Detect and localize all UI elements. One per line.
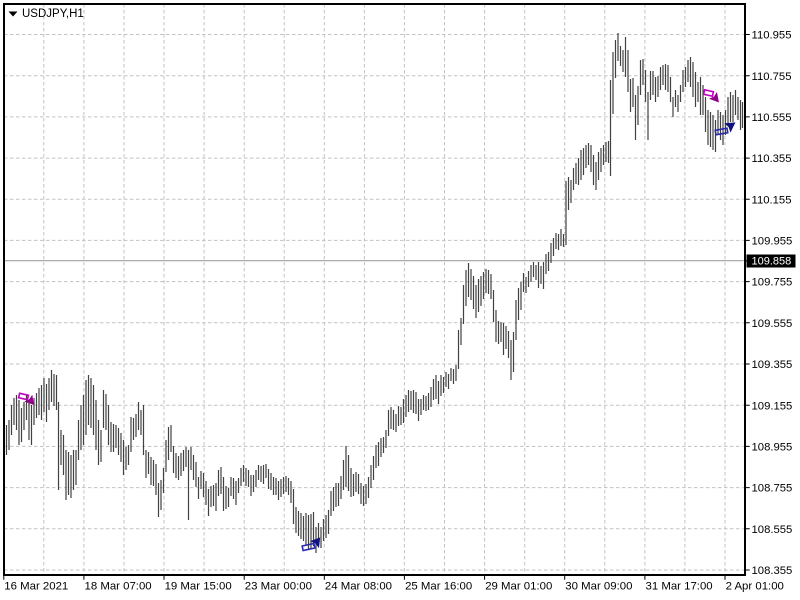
svg-text:25 Mar 16:00: 25 Mar 16:00 (405, 581, 472, 593)
svg-text:108.755: 108.755 (752, 483, 793, 495)
svg-text:19 Mar 15:00: 19 Mar 15:00 (165, 581, 232, 593)
svg-text:109.355: 109.355 (752, 359, 793, 371)
svg-text:109.155: 109.155 (752, 400, 793, 412)
svg-text:16 Mar 2021: 16 Mar 2021 (4, 581, 68, 593)
svg-text:108.555: 108.555 (752, 524, 793, 536)
svg-text:110.155: 110.155 (752, 194, 792, 206)
svg-text:USDJPY,H1: USDJPY,H1 (22, 8, 84, 20)
svg-text:109.955: 109.955 (752, 236, 793, 248)
svg-text:110.355: 110.355 (752, 153, 792, 165)
svg-text:29 Mar 01:00: 29 Mar 01:00 (485, 581, 552, 593)
svg-text:108.355: 108.355 (752, 565, 793, 577)
svg-text:31 Mar 17:00: 31 Mar 17:00 (646, 581, 713, 593)
svg-text:110.755: 110.755 (752, 71, 792, 83)
svg-text:109.755: 109.755 (752, 277, 793, 289)
svg-text:108.955: 108.955 (752, 442, 793, 454)
svg-text:110.555: 110.555 (752, 112, 792, 124)
svg-text:109.555: 109.555 (752, 318, 793, 330)
svg-text:2 Apr 01:00: 2 Apr 01:00 (726, 581, 784, 593)
svg-text:110.955: 110.955 (752, 30, 792, 42)
svg-text:30 Mar 09:00: 30 Mar 09:00 (565, 581, 632, 593)
svg-text:18 Mar 07:00: 18 Mar 07:00 (85, 581, 152, 593)
svg-text:109.858: 109.858 (752, 256, 792, 268)
svg-text:23 Mar 00:00: 23 Mar 00:00 (245, 581, 312, 593)
svg-text:24 Mar 08:00: 24 Mar 08:00 (325, 581, 392, 593)
